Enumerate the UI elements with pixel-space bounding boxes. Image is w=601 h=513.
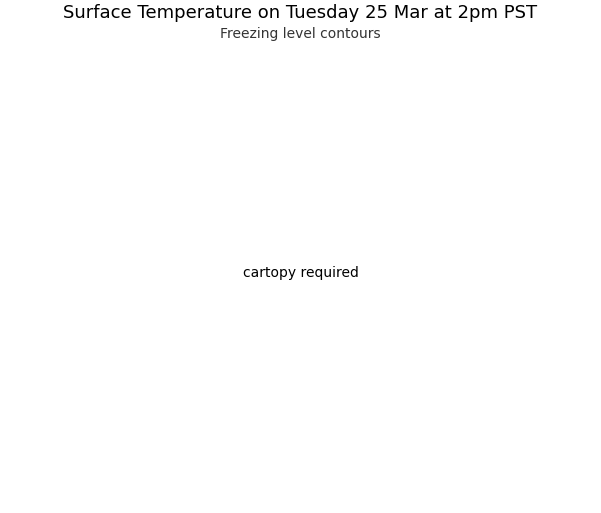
Text: Freezing level contours: Freezing level contours [220, 28, 381, 42]
Text: Surface Temperature on Tuesday 25 Mar at 2pm PST: Surface Temperature on Tuesday 25 Mar at… [64, 4, 537, 22]
Text: cartopy required: cartopy required [243, 266, 358, 280]
